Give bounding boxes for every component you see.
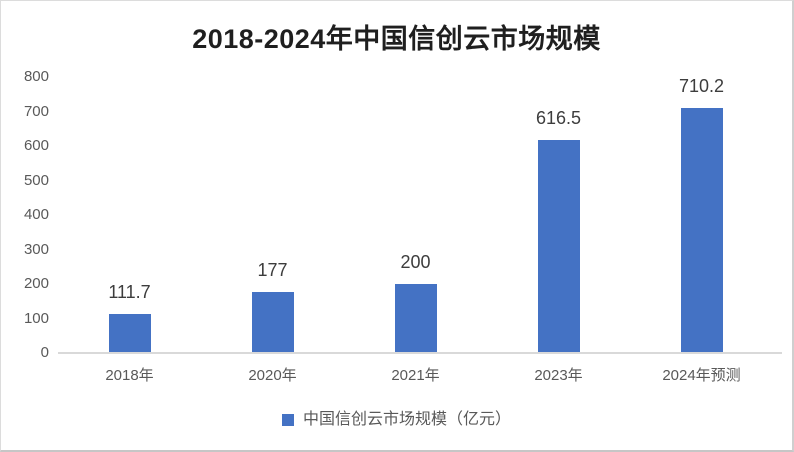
bar-slot: 616.5 (487, 77, 630, 353)
x-axis-label: 2021年 (391, 367, 440, 384)
y-axis-tick-label: 700 (23, 102, 49, 120)
x-axis-label: 2020年 (248, 367, 297, 384)
chart-title: 2018-2024年中国信创云市场规模 (192, 24, 601, 54)
bar-value-label: 177 (257, 259, 288, 280)
bar-slot: 710.2 (630, 75, 773, 353)
y-axis-tick-label: 200 (23, 275, 49, 292)
bar-value-label: 200 (400, 252, 431, 272)
bar-2021年 (394, 284, 437, 353)
y-axis-tick-label: 300 (23, 240, 49, 258)
legend-label: 中国信创云市场规模（亿元） (302, 411, 511, 428)
legend: 中国信创云市场规模（亿元） (1, 411, 792, 429)
y-axis-tick-label: 600 (23, 137, 49, 154)
x-axis: 2018年 2020年 2021年 2023年 2024年预测 (58, 366, 773, 386)
bar-2020年 (251, 291, 294, 353)
x-axis-label: 2024年预测 (662, 367, 741, 384)
y-axis: 0 100 200 300 400 500 600 700 800 (1, 1, 49, 450)
y-axis-tick-label: 800 (23, 68, 49, 85)
bar-value-label: 616.5 (535, 108, 582, 129)
y-axis-tick-label: 500 (23, 171, 49, 189)
bar-2018年 (108, 314, 151, 353)
x-axis-label: 2023年 (534, 367, 583, 384)
y-axis-tick-label: 0 (40, 344, 49, 361)
bar-2024年预测 (680, 107, 723, 353)
x-axis-line (58, 352, 782, 354)
legend-marker-icon (281, 414, 294, 426)
bar-slot: 111.7 (58, 77, 201, 353)
bar-slot: 200 (344, 77, 487, 353)
bar-value-label: 111.7 (108, 282, 151, 303)
bar-2023年 (537, 140, 580, 353)
plot-area: 111.7 177 200 616.5 710.2 (58, 75, 773, 353)
bar-value-label: 710.2 (678, 75, 725, 96)
y-axis-tick-label: 100 (23, 309, 49, 327)
bar-slot: 177 (201, 77, 344, 353)
y-axis-tick-label: 400 (23, 206, 49, 223)
x-axis-label: 2018年 (105, 367, 154, 384)
